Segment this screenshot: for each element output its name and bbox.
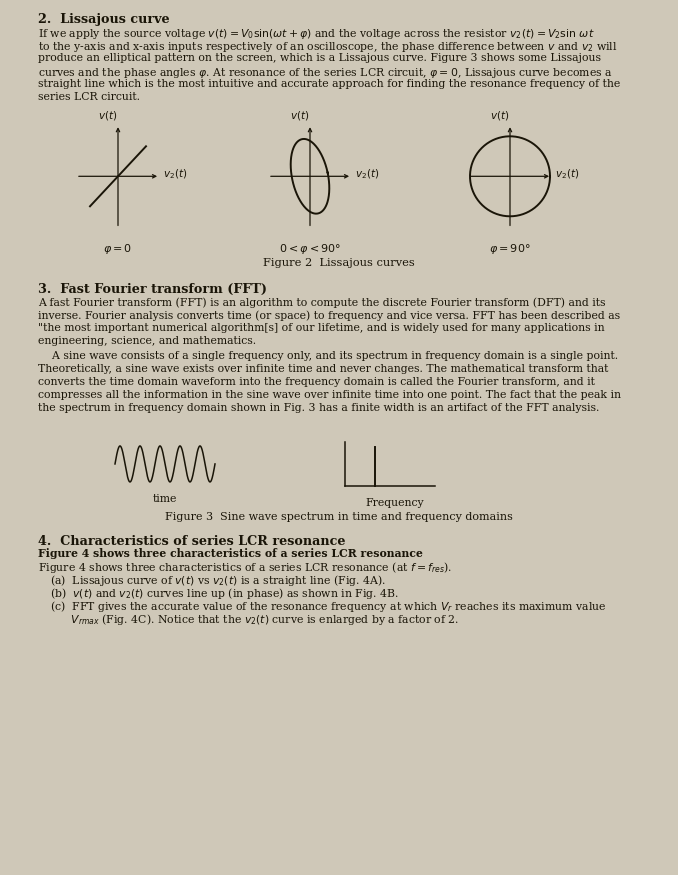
Text: (b)  $v(t)$ and $v_2(t)$ curves line up (in phase) as shown in Fig. 4B.: (b) $v(t)$ and $v_2(t)$ curves line up (… xyxy=(50,586,399,601)
Text: $v(t)$: $v(t)$ xyxy=(98,109,118,123)
Text: Figure 3  Sine wave spectrum in time and frequency domains: Figure 3 Sine wave spectrum in time and … xyxy=(165,512,513,522)
Text: time: time xyxy=(153,494,177,504)
Text: Frequency: Frequency xyxy=(365,498,424,508)
Text: series LCR circuit.: series LCR circuit. xyxy=(38,92,140,102)
Text: the spectrum in frequency domain shown in Fig. 3 has a finite width is an artifa: the spectrum in frequency domain shown i… xyxy=(38,403,599,413)
Text: $v_2(t)$: $v_2(t)$ xyxy=(355,167,379,181)
Text: $v_2(t)$: $v_2(t)$ xyxy=(163,167,187,181)
Text: $v_2(t)$: $v_2(t)$ xyxy=(555,167,579,181)
Text: produce an elliptical pattern on the screen, which is a Lissajous curve. Figure : produce an elliptical pattern on the scr… xyxy=(38,53,601,63)
Text: 2.  Lissajous curve: 2. Lissajous curve xyxy=(38,13,170,26)
Text: (c)  FFT gives the accurate value of the resonance frequency at which $V_r$ reac: (c) FFT gives the accurate value of the … xyxy=(50,599,607,614)
Text: Figure 4 shows three characteristics of a series LCR resonance (at $f=f_{res}$).: Figure 4 shows three characteristics of … xyxy=(38,560,452,575)
Text: A sine wave consists of a single frequency only, and its spectrum in frequency d: A sine wave consists of a single frequen… xyxy=(38,351,618,361)
Text: 3.  Fast Fourier transform (FFT): 3. Fast Fourier transform (FFT) xyxy=(38,284,267,297)
Text: If we apply the source voltage $v(t)=V_0\sin(\omega t+\varphi)$ and the voltage : If we apply the source voltage $v(t)=V_0… xyxy=(38,27,595,41)
Text: (a)  Lissajous curve of $v(t)$ vs $v_2(t)$ is a straight line (Fig. 4A).: (a) Lissajous curve of $v(t)$ vs $v_2(t)… xyxy=(50,573,386,588)
Text: straight line which is the most intuitive and accurate approach for finding the : straight line which is the most intuitiv… xyxy=(38,80,620,89)
Text: $\varphi=0$: $\varphi=0$ xyxy=(103,242,133,256)
Text: 4.  Characteristics of series LCR resonance: 4. Characteristics of series LCR resonan… xyxy=(38,535,346,548)
Text: A fast Fourier transform (FFT) is an algorithm to compute the discrete Fourier t: A fast Fourier transform (FFT) is an alg… xyxy=(38,297,605,307)
Text: Theoretically, a sine wave exists over infinite time and never changes. The math: Theoretically, a sine wave exists over i… xyxy=(38,364,608,374)
Text: $v(t)$: $v(t)$ xyxy=(290,109,310,123)
Text: curves and the phase angles $\varphi$. At resonance of the series LCR circuit, $: curves and the phase angles $\varphi$. A… xyxy=(38,66,613,80)
Text: to the y-axis and x-axis inputs respectively of an oscilloscope, the phase diffe: to the y-axis and x-axis inputs respecti… xyxy=(38,40,618,54)
Text: engineering, science, and mathematics.: engineering, science, and mathematics. xyxy=(38,336,256,346)
Text: "the most important numerical algorithm[s] of our lifetime, and is widely used f: "the most important numerical algorithm[… xyxy=(38,323,605,333)
Text: $V_{rmax}$ (Fig. 4C). Notice that the $v_2(t)$ curve is enlarged by a factor of : $V_{rmax}$ (Fig. 4C). Notice that the $v… xyxy=(50,612,459,627)
Text: compresses all the information in the sine wave over infinite time into one poin: compresses all the information in the si… xyxy=(38,390,621,400)
Text: $0<\varphi<90°$: $0<\varphi<90°$ xyxy=(279,242,341,256)
Text: Figure 2  Lissajous curves: Figure 2 Lissajous curves xyxy=(263,258,415,269)
Text: inverse. Fourier analysis converts time (or space) to frequency and vice versa. : inverse. Fourier analysis converts time … xyxy=(38,310,620,320)
Text: $\varphi=90°$: $\varphi=90°$ xyxy=(489,242,531,256)
Text: $v(t)$: $v(t)$ xyxy=(490,109,510,123)
Text: converts the time domain waveform into the frequency domain is called the Fourie: converts the time domain waveform into t… xyxy=(38,377,595,387)
Text: Figure 4 shows three characteristics of a series LCR resonance: Figure 4 shows three characteristics of … xyxy=(38,548,423,559)
